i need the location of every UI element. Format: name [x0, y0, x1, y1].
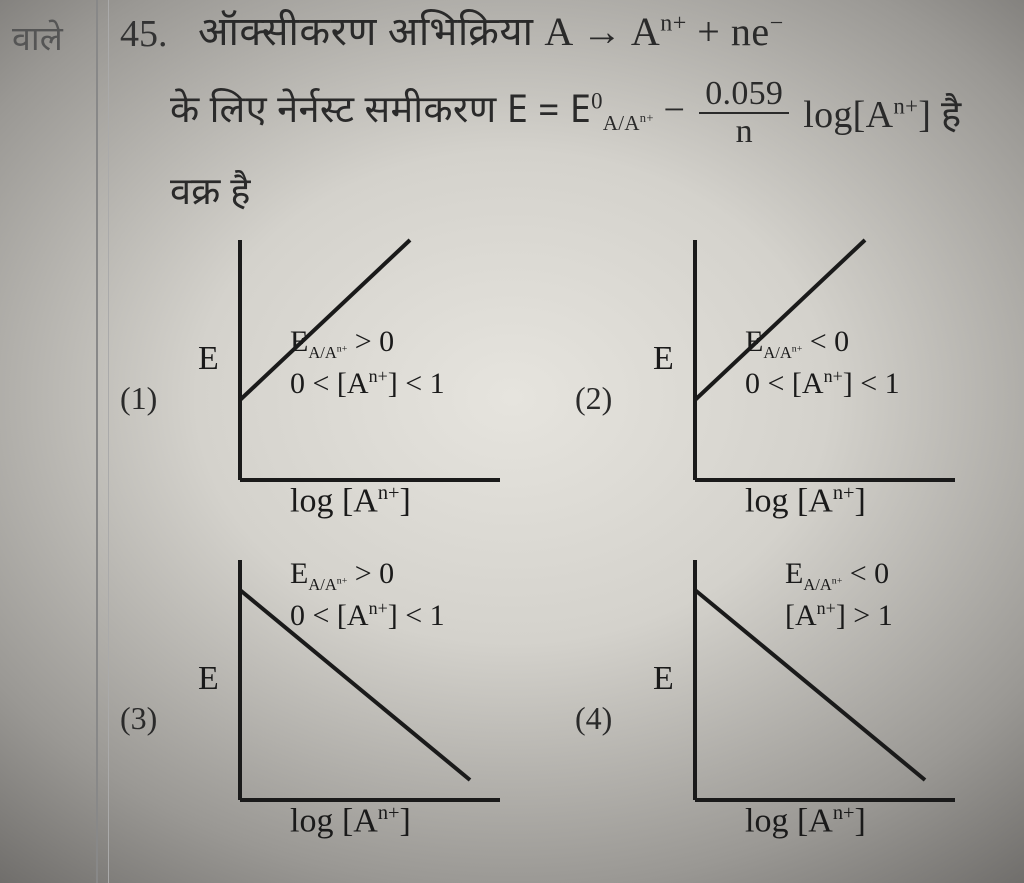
y-axis-label: E — [653, 340, 674, 378]
question-line-2: के लिए नेर्नस्ट समीकरण E = E0A/An+ − 0.0… — [170, 76, 961, 149]
margin-rule — [96, 0, 98, 883]
fraction: 0.059 n — [699, 76, 789, 149]
plot-3: E log [An+] EA/An+ > 0 0 < [An+] < 1 — [180, 550, 540, 850]
x-axis-label: log [An+] — [290, 802, 411, 840]
page: वाले 45. ऑक्सीकरण अभिक्रिया A → An+ + ne… — [0, 0, 1024, 883]
condition-text: EA/An+ < 0 [An+] > 1 — [785, 554, 893, 637]
option-4: (4) E log [An+] EA/An+ < 0 [An+] > 1 — [575, 550, 1000, 860]
question-number: 45. — [120, 12, 168, 56]
question-line-1: ऑक्सीकरण अभिक्रिया A → An+ + ne− — [198, 8, 784, 62]
condition-text: EA/An+ < 0 0 < [An+] < 1 — [745, 322, 900, 405]
y-axis-label: E — [653, 660, 674, 698]
plot-1: E log [An+] EA/An+ > 0 0 < [An+] < 1 — [180, 230, 540, 530]
condition-text: EA/An+ > 0 0 < [An+] < 1 — [290, 554, 445, 637]
option-label: (1) — [120, 380, 157, 417]
margin-note: वाले — [12, 20, 63, 64]
condition-text: EA/An+ > 0 0 < [An+] < 1 — [290, 322, 445, 405]
option-label: (4) — [575, 700, 612, 737]
x-axis-label: log [An+] — [745, 482, 866, 520]
option-label: (2) — [575, 380, 612, 417]
option-label: (3) — [120, 700, 157, 737]
x-axis-label: log [An+] — [290, 482, 411, 520]
plot-4: E log [An+] EA/An+ < 0 [An+] > 1 — [635, 550, 995, 850]
plot-2: E log [An+] EA/An+ < 0 0 < [An+] < 1 — [635, 230, 995, 530]
options-grid: (1) E log [An+] EA/An+ > 0 0 < [An+] < 1 — [120, 230, 1000, 860]
y-axis-label: E — [198, 340, 219, 378]
question-line-3: वक्र है — [170, 170, 250, 220]
x-axis-label: log [An+] — [745, 802, 866, 840]
margin-rule-2 — [108, 0, 109, 883]
option-2: (2) E log [An+] EA/An+ < 0 0 < [An+] < 1 — [575, 230, 1000, 540]
y-axis-label: E — [198, 660, 219, 698]
option-1: (1) E log [An+] EA/An+ > 0 0 < [An+] < 1 — [120, 230, 545, 540]
option-3: (3) E log [An+] EA/An+ > 0 0 < [An+] < 1 — [120, 550, 545, 860]
